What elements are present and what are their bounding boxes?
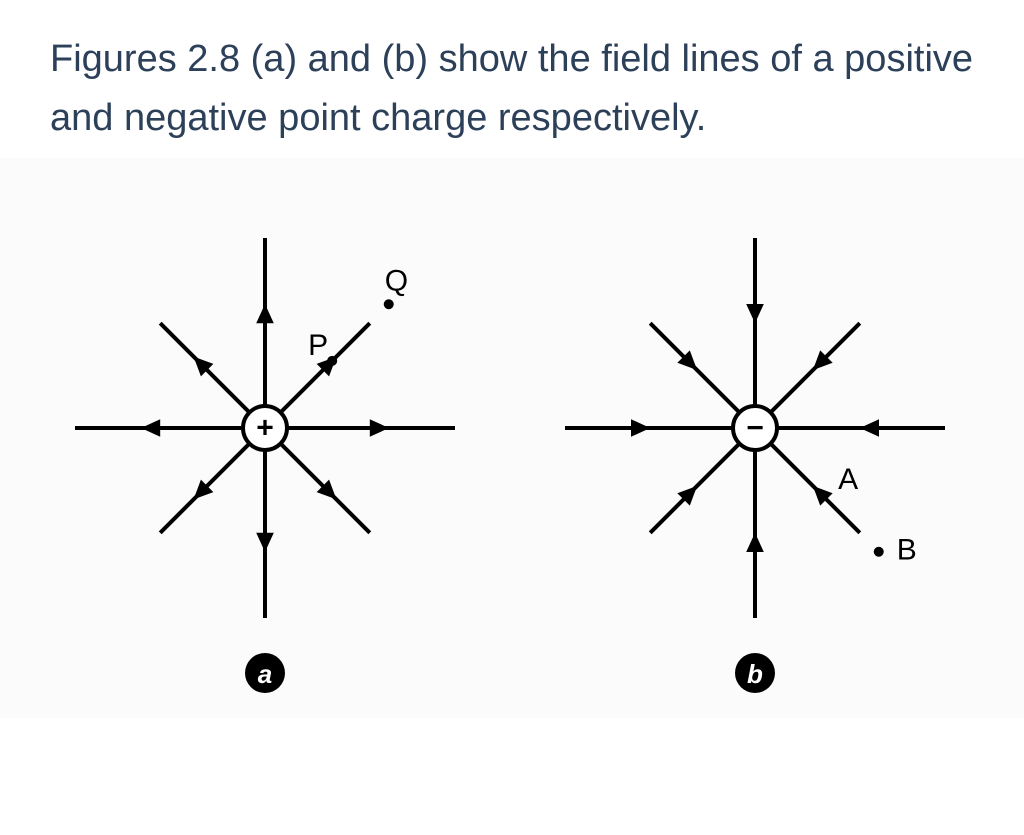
subfigure-badge-label: b <box>747 659 763 689</box>
arrowhead <box>746 533 764 552</box>
arrowhead <box>860 419 879 437</box>
subfigure-badge-label: a <box>258 659 272 689</box>
marked-point <box>327 356 337 366</box>
marked-point <box>384 299 394 309</box>
arrowhead <box>256 533 274 552</box>
charge-sign: + <box>256 411 274 444</box>
arrowhead <box>746 304 764 323</box>
arrowhead <box>631 419 650 437</box>
arrowhead <box>256 304 274 323</box>
marked-point <box>874 547 884 557</box>
figure-caption: Figures 2.8 (a) and (b) show the field l… <box>0 0 1024 158</box>
marked-point <box>817 490 827 500</box>
point-label: B <box>897 534 917 567</box>
arrowhead <box>370 419 389 437</box>
point-label: Q <box>385 264 408 297</box>
point-label: A <box>838 463 858 496</box>
field-lines-svg: P Q + a A B − b <box>0 158 1024 718</box>
charge-sign: − <box>746 411 764 444</box>
point-label: P <box>308 329 328 362</box>
figure-container: P Q + a A B − b <box>0 158 1024 718</box>
arrowhead <box>141 419 160 437</box>
